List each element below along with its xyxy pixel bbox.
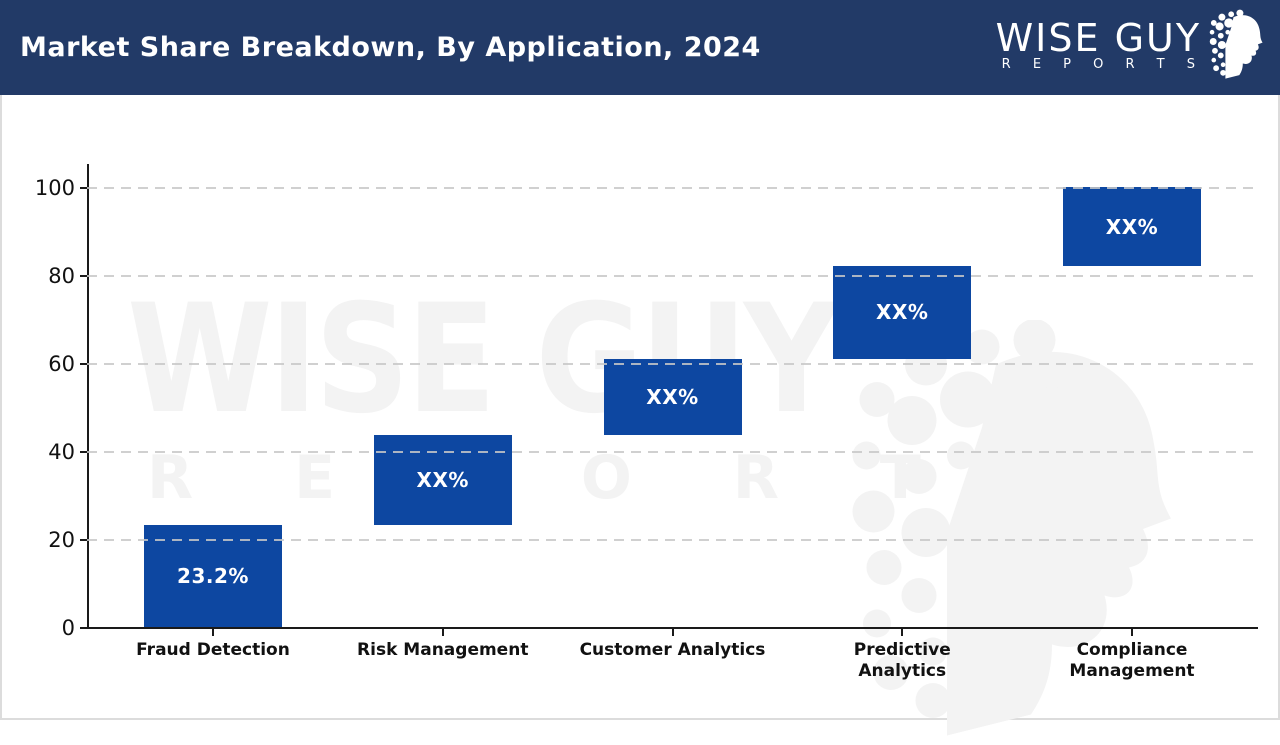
- x-category-label-risk-management: Risk Management: [357, 640, 529, 660]
- y-tick-label: 20: [48, 528, 75, 552]
- brand-name: WISE GUY: [995, 15, 1202, 60]
- x-tick: [1131, 629, 1133, 636]
- gridline-40: [87, 451, 1258, 453]
- x-category-label-predictive-analytics: Predictive Analytics: [853, 640, 951, 682]
- y-tick: [80, 627, 87, 629]
- x-tick: [441, 629, 444, 636]
- x-tick: [212, 629, 214, 636]
- plot-area: 0 20 40 60 80 100 23.2% Fraud Detection XX% Risk …: [2, 95, 1278, 718]
- y-tick-label: 80: [48, 264, 75, 288]
- bar-value-label: XX%: [646, 384, 699, 409]
- gridline-80: [87, 275, 1258, 277]
- y-tick-label: 60: [48, 352, 75, 376]
- bar-customer-analytics: XX%: [603, 358, 742, 436]
- gridline-60: [87, 363, 1258, 365]
- bar-predictive-analytics: XX%: [833, 266, 972, 359]
- header-bar: Market Share Breakdown, By Application, …: [0, 0, 1280, 95]
- bar-risk-management: XX%: [373, 435, 512, 525]
- bar-value-label: 23.2%: [177, 563, 249, 588]
- x-tick: [671, 629, 674, 636]
- brand-logo-text: WISE GUY R E P O R T S: [993, 15, 1204, 73]
- dotted-head-icon: [1209, 9, 1263, 79]
- y-tick: [80, 363, 87, 365]
- y-tick: [80, 187, 87, 189]
- bar-fraud-detection: 23.2%: [144, 524, 282, 627]
- y-tick-label: 40: [48, 440, 75, 464]
- x-category-label-customer-analytics: Customer Analytics: [579, 640, 766, 660]
- bar-value-label: XX%: [1105, 214, 1159, 239]
- y-tick: [80, 539, 87, 541]
- y-axis-line: [87, 164, 89, 629]
- x-tick: [901, 629, 904, 636]
- bar-value-label: XX%: [416, 468, 469, 493]
- bar-value-label: XX%: [876, 300, 929, 325]
- y-tick: [80, 451, 87, 453]
- bar-compliance-management: XX%: [1063, 187, 1201, 267]
- x-axis-line: [87, 627, 1258, 629]
- brand-subtitle: R E P O R T S: [1001, 57, 1204, 73]
- brand-logo: WISE GUY R E P O R T S: [993, 6, 1266, 84]
- chart-panel: WISE GUY R E P O R T S 0 20 40 60 80 100 23.2%…: [0, 95, 1280, 736]
- x-category-label-compliance-management: Compliance Management: [1069, 640, 1195, 682]
- x-category-label-fraud-detection: Fraud Detection: [136, 640, 290, 660]
- y-tick: [80, 275, 87, 277]
- page-title: Market Share Breakdown, By Application, …: [20, 32, 761, 63]
- gridline-100: [87, 187, 1258, 189]
- y-tick-label: 100: [34, 176, 75, 200]
- y-tick-label: 0: [61, 616, 75, 640]
- gridline-20: [87, 539, 1258, 541]
